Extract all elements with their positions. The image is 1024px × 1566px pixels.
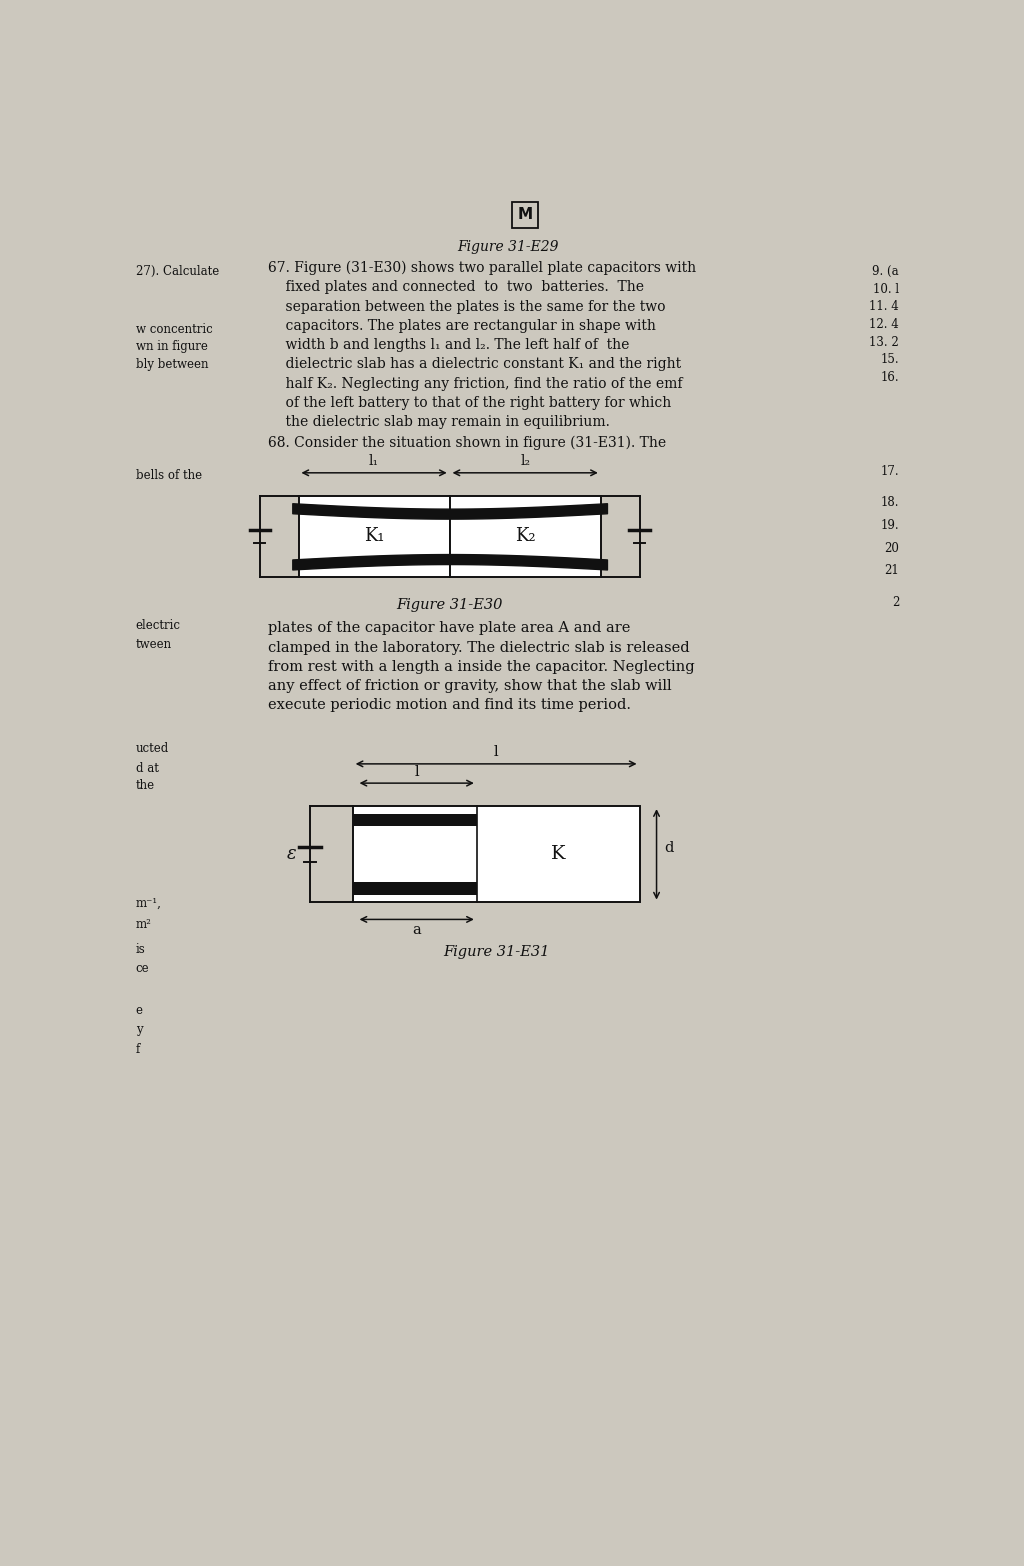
Text: 15.: 15. — [881, 354, 899, 366]
Text: 68. Consider the situation shown in figure (31-E31). The: 68. Consider the situation shown in figu… — [267, 435, 666, 451]
Text: half K₂. Neglecting any friction, find the ratio of the emf: half K₂. Neglecting any friction, find t… — [267, 376, 682, 390]
Text: bly between: bly between — [136, 359, 208, 371]
Bar — [450, 496, 601, 576]
Bar — [352, 814, 477, 827]
Text: l₂: l₂ — [520, 454, 530, 468]
Text: d: d — [665, 841, 674, 855]
Text: 27). Calculate: 27). Calculate — [136, 265, 219, 277]
Text: 67. Figure (31-E30) shows two parallel plate capacitors with: 67. Figure (31-E30) shows two parallel p… — [267, 262, 695, 276]
Text: K₂: K₂ — [515, 528, 536, 545]
Text: m⁻¹,: m⁻¹, — [136, 896, 162, 910]
Bar — [299, 496, 450, 576]
Text: Figure 31-E29: Figure 31-E29 — [457, 240, 558, 254]
Text: plates of the capacitor have plate area A and are: plates of the capacitor have plate area … — [267, 622, 630, 636]
Bar — [352, 883, 477, 894]
Text: fixed plates and connected  to  two  batteries.  The: fixed plates and connected to two batter… — [267, 280, 643, 294]
Text: l₁: l₁ — [369, 454, 379, 468]
Text: ce: ce — [136, 962, 150, 974]
Text: clamped in the laboratory. The dielectric slab is released: clamped in the laboratory. The dielectri… — [267, 640, 689, 655]
Text: electric: electric — [136, 619, 181, 633]
Text: capacitors. The plates are rectangular in shape with: capacitors. The plates are rectangular i… — [267, 319, 655, 334]
Text: a: a — [413, 924, 421, 938]
Text: the dielectric slab may remain in equilibrium.: the dielectric slab may remain in equili… — [267, 415, 609, 429]
Text: M: M — [517, 207, 532, 222]
Text: wn in figure: wn in figure — [136, 340, 208, 354]
Text: Figure 31-E31: Figure 31-E31 — [443, 944, 549, 958]
Text: dielectric slab has a dielectric constant K₁ and the right: dielectric slab has a dielectric constan… — [267, 357, 681, 371]
Text: m²: m² — [136, 918, 152, 930]
Text: any effect of friction or gravity, show that the slab will: any effect of friction or gravity, show … — [267, 680, 671, 694]
Text: l: l — [494, 745, 499, 760]
Text: K₁: K₁ — [364, 528, 384, 545]
Text: ucted: ucted — [136, 742, 169, 755]
Text: f: f — [136, 1043, 140, 1055]
Text: 12. 4: 12. 4 — [869, 318, 899, 330]
Text: 2: 2 — [892, 597, 899, 609]
Text: 18.: 18. — [881, 496, 899, 509]
Text: 13. 2: 13. 2 — [869, 335, 899, 349]
Text: from rest with a length a inside the capacitor. Neglecting: from rest with a length a inside the cap… — [267, 659, 694, 673]
Text: ε: ε — [287, 846, 296, 863]
Text: d at: d at — [136, 761, 159, 775]
Text: the: the — [136, 780, 155, 792]
Text: 20: 20 — [885, 542, 899, 554]
Text: K: K — [551, 846, 565, 863]
Text: tween: tween — [136, 639, 172, 651]
Text: Figure 31-E30: Figure 31-E30 — [396, 598, 503, 612]
Text: 10. l: 10. l — [873, 282, 899, 296]
Bar — [352, 806, 640, 902]
Text: 16.: 16. — [881, 371, 899, 384]
Text: 9. (a: 9. (a — [872, 265, 899, 277]
Text: 11. 4: 11. 4 — [869, 301, 899, 313]
Text: separation between the plates is the same for the two: separation between the plates is the sam… — [267, 299, 665, 313]
Text: e: e — [136, 1004, 142, 1018]
Text: 19.: 19. — [881, 518, 899, 532]
Text: w concentric: w concentric — [136, 323, 213, 335]
Text: bells of the: bells of the — [136, 468, 202, 482]
Text: of the left battery to that of the right battery for which: of the left battery to that of the right… — [267, 396, 671, 410]
Text: width b and lengths l₁ and l₂. The left half of  the: width b and lengths l₁ and l₂. The left … — [267, 338, 629, 352]
Text: execute periodic motion and find its time period.: execute periodic motion and find its tim… — [267, 698, 631, 713]
Text: y: y — [136, 1023, 142, 1037]
Text: l: l — [415, 764, 419, 778]
Text: 17.: 17. — [881, 465, 899, 478]
Text: is: is — [136, 943, 145, 955]
Text: 21: 21 — [885, 564, 899, 576]
